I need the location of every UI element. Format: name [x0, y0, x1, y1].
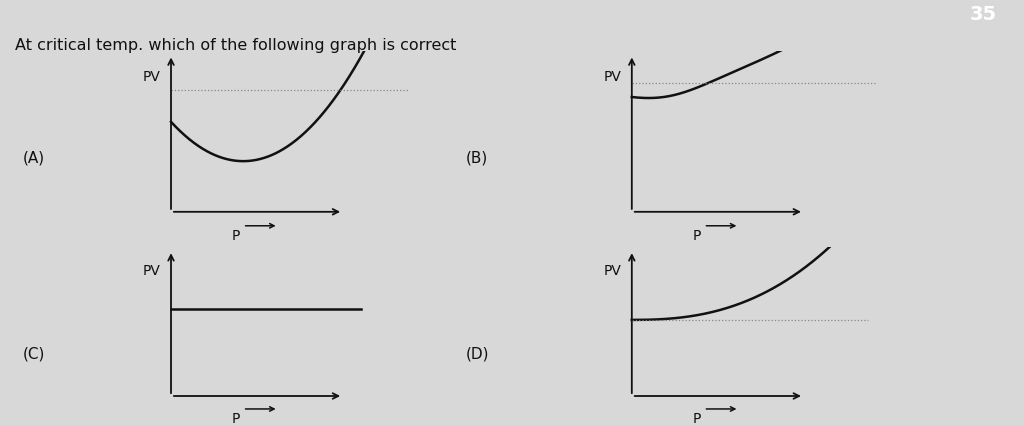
Text: (C): (C) [23, 346, 45, 361]
Text: P: P [231, 229, 240, 243]
Text: (B): (B) [466, 150, 488, 165]
Text: (A): (A) [23, 150, 45, 165]
Text: PV: PV [603, 265, 621, 278]
Text: PV: PV [142, 265, 160, 278]
Text: PV: PV [603, 70, 621, 84]
Text: 35: 35 [970, 6, 996, 24]
Text: (D): (D) [466, 346, 489, 361]
Text: P: P [692, 412, 700, 426]
Text: P: P [231, 412, 240, 426]
Text: P: P [692, 229, 700, 243]
Text: At critical temp. which of the following graph is correct: At critical temp. which of the following… [15, 38, 457, 53]
Text: PV: PV [142, 70, 160, 84]
